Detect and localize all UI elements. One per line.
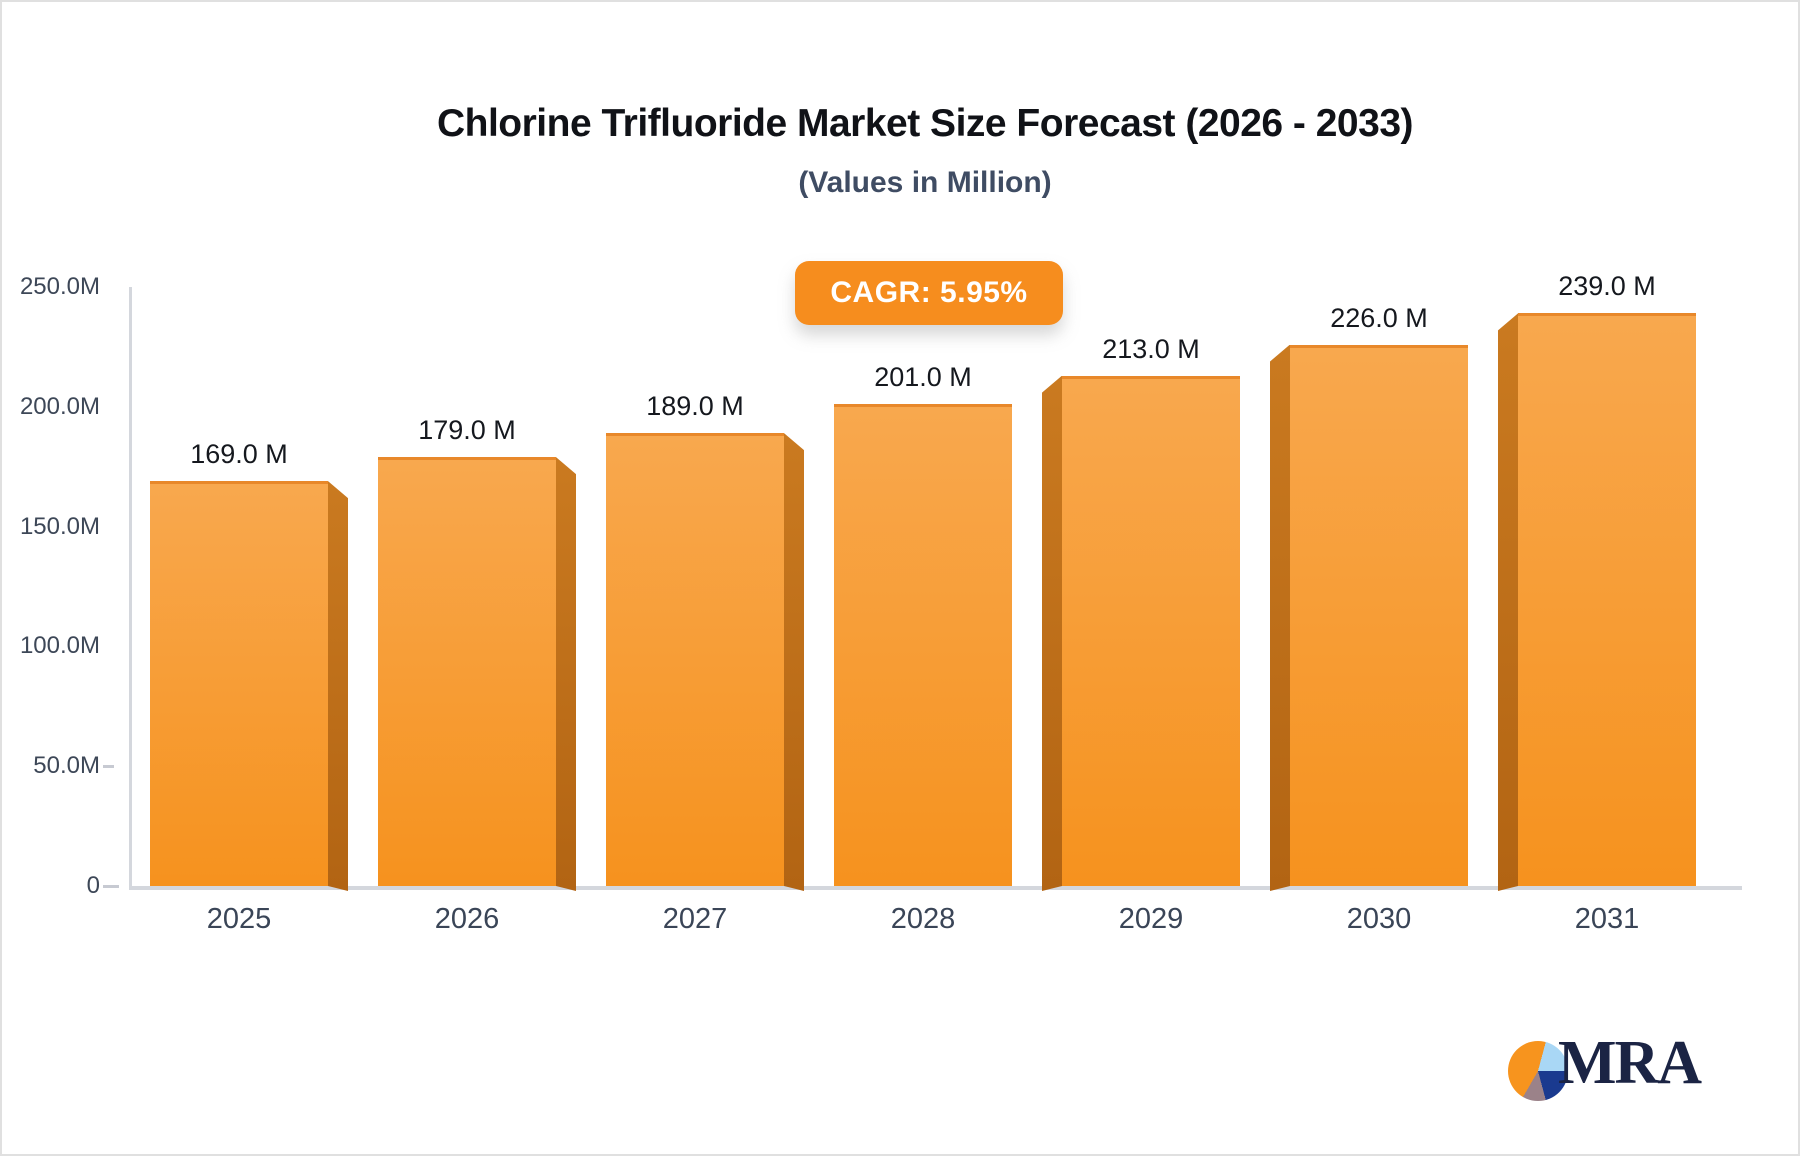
y-axis-tick-label: 50.0M — [33, 752, 100, 780]
bar-value-label: 213.0 M — [1102, 333, 1200, 364]
bar — [1518, 313, 1696, 886]
bar — [1062, 375, 1240, 886]
x-axis-category-label: 2030 — [1346, 903, 1412, 935]
cagr-badge: CAGR: 5.95% — [795, 261, 1063, 325]
cagr-badge-label: CAGR: 5.95% — [830, 276, 1028, 309]
x-axis-category-label: 2029 — [1118, 903, 1184, 935]
chart-subtitle: (Values in Million) — [798, 166, 1052, 199]
y-axis-tick-label: 100.0M — [19, 632, 100, 660]
bar — [150, 481, 328, 886]
bar — [378, 457, 556, 886]
bar-value-label: 179.0 M — [418, 415, 516, 446]
bar-value-label: 239.0 M — [1558, 271, 1656, 302]
bar-value-label: 189.0 M — [646, 391, 744, 422]
x-axis-category-label: 2028 — [890, 903, 956, 935]
chart-title: Chlorine Trifluoride Market Size Forecas… — [436, 102, 1414, 145]
x-axis-category-label: 2027 — [662, 903, 728, 935]
bar-3d-side-face — [328, 481, 348, 891]
y-axis-tick-label: 200.0M — [19, 392, 100, 420]
bar-value-label: 226.0 M — [1330, 302, 1428, 333]
bar-value-label: 169.0 M — [190, 439, 288, 470]
bar-3d-side-face — [784, 433, 804, 891]
bar-3d-side-face — [1498, 313, 1518, 891]
pie-chart-logo-icon — [1508, 1041, 1568, 1101]
bar-3d-side-face — [1270, 344, 1290, 891]
y-axis-tick-mark — [103, 765, 114, 769]
y-axis-tick-label: 150.0M — [19, 512, 100, 540]
y-axis-tick-label: 0 — [86, 872, 100, 899]
bar-3d-side-face — [1042, 375, 1062, 891]
bar — [606, 433, 784, 886]
bar-value-label: 201.0 M — [874, 362, 972, 393]
y-axis-line — [129, 287, 132, 886]
bar-3d-side-face — [556, 457, 576, 891]
y-axis-tick-mark — [103, 885, 119, 888]
x-axis-category-label: 2025 — [206, 903, 272, 935]
bar — [1290, 344, 1468, 886]
logo-text: MRA — [1558, 1029, 1702, 1097]
y-axis-tick-label: 250.0M — [19, 273, 100, 300]
bar — [834, 404, 1012, 886]
mra-logo: MRA — [1505, 1029, 1765, 1120]
x-axis-category-label: 2026 — [434, 903, 500, 935]
x-axis-line — [129, 886, 1742, 890]
x-axis-category-label: 2031 — [1574, 903, 1640, 935]
